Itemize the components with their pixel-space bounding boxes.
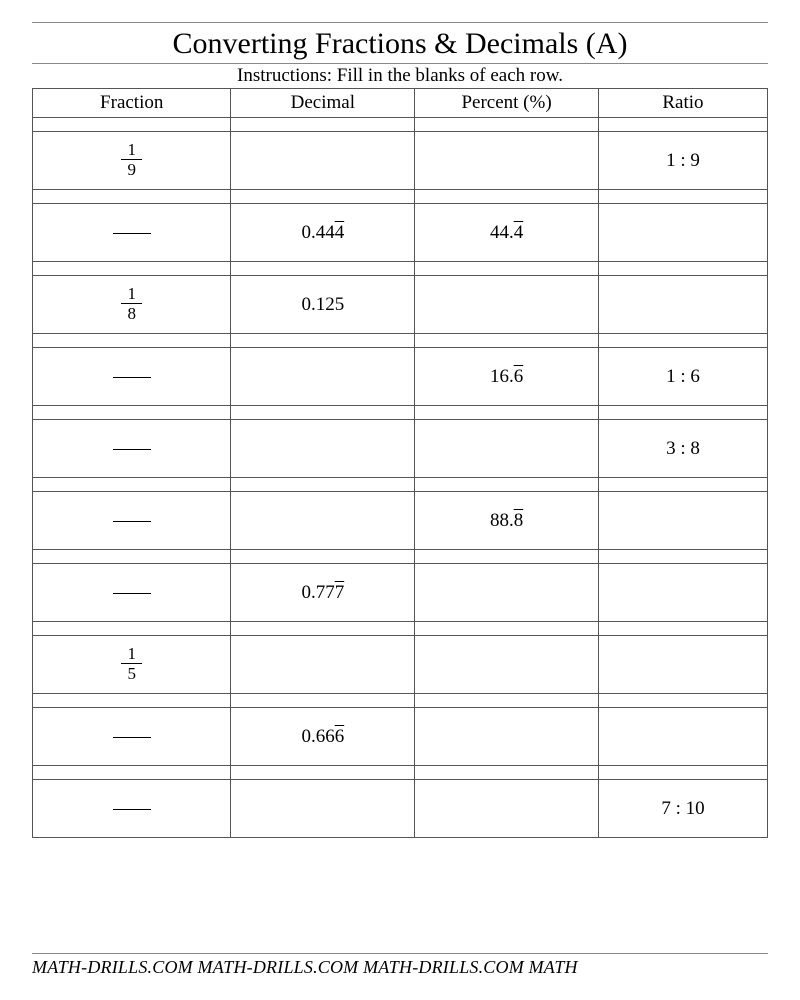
cell-percent [415,420,599,478]
cell-ratio [598,564,767,622]
top-rule [32,22,768,23]
cell-fraction [33,348,231,406]
repeating-decimal: 16.6 [490,366,523,387]
cell-ratio [598,708,767,766]
table-header-row: Fraction Decimal Percent (%) Ratio [33,89,768,118]
table-row: 3 : 8 [33,420,768,478]
cell-fraction [33,780,231,838]
col-header-decimal: Decimal [231,89,415,118]
cell-percent [415,708,599,766]
cell-decimal [231,492,415,550]
fraction-value: 15 [121,645,142,682]
repeating-decimal: 0.777 [301,582,344,603]
cell-fraction [33,420,231,478]
cell-percent [415,780,599,838]
fraction-blank [113,737,151,738]
spacer-row [33,478,768,492]
cell-ratio: 1 : 9 [598,132,767,190]
cell-decimal [231,636,415,694]
spacer-row [33,550,768,564]
worksheet-table: Fraction Decimal Percent (%) Ratio 19 1 :… [32,88,768,838]
cell-ratio [598,636,767,694]
cell-decimal [231,348,415,406]
cell-decimal: 0.444 [231,204,415,262]
table-row: 0.777 [33,564,768,622]
fraction-blank [113,377,151,378]
cell-decimal [231,132,415,190]
cell-fraction: 19 [33,132,231,190]
table-row: 15 [33,636,768,694]
fraction-blank [113,521,151,522]
cell-percent [415,276,599,334]
cell-percent: 16.6 [415,348,599,406]
cell-ratio [598,204,767,262]
cell-fraction [33,492,231,550]
fraction-blank [113,593,151,594]
cell-decimal: 0.666 [231,708,415,766]
col-header-percent: Percent (%) [415,89,599,118]
cell-fraction: 15 [33,636,231,694]
spacer-row [33,262,768,276]
spacer-row [33,406,768,420]
spacer-row [33,334,768,348]
cell-percent [415,564,599,622]
spacer-row [33,694,768,708]
cell-ratio [598,276,767,334]
fraction-blank [113,233,151,234]
cell-decimal [231,420,415,478]
table-row: 7 : 10 [33,780,768,838]
table-row: 16.6 1 : 6 [33,348,768,406]
cell-decimal [231,780,415,838]
cell-fraction [33,204,231,262]
cell-percent [415,636,599,694]
fraction-value: 19 [121,141,142,178]
cell-ratio [598,492,767,550]
cell-fraction [33,708,231,766]
spacer-row [33,118,768,132]
cell-percent [415,132,599,190]
col-header-ratio: Ratio [598,89,767,118]
cell-ratio: 1 : 6 [598,348,767,406]
instructions-text: Instructions: Fill in the blanks of each… [32,64,768,88]
cell-decimal: 0.125 [231,276,415,334]
table-row: 0.444 44.4 [33,204,768,262]
fraction-blank [113,449,151,450]
fraction-blank [113,809,151,810]
repeating-decimal: 0.444 [301,222,344,243]
cell-ratio: 7 : 10 [598,780,767,838]
cell-fraction [33,564,231,622]
repeating-decimal: 88.8 [490,510,523,531]
cell-percent: 44.4 [415,204,599,262]
col-header-fraction: Fraction [33,89,231,118]
repeating-decimal: 44.4 [490,222,523,243]
table-row: 19 1 : 9 [33,132,768,190]
repeating-decimal: 0.666 [301,726,344,747]
table-row: 18 0.125 [33,276,768,334]
spacer-row [33,766,768,780]
fraction-value: 18 [121,285,142,322]
footer-text: MATH-DRILLS.COM MATH-DRILLS.COM MATH-DRI… [32,953,768,978]
table-row: 88.8 [33,492,768,550]
cell-fraction: 18 [33,276,231,334]
spacer-row [33,622,768,636]
cell-ratio: 3 : 8 [598,420,767,478]
cell-percent: 88.8 [415,492,599,550]
page-footer: MATH-DRILLS.COM MATH-DRILLS.COM MATH-DRI… [0,953,800,978]
spacer-row [33,190,768,204]
cell-decimal: 0.777 [231,564,415,622]
table-row: 0.666 [33,708,768,766]
page-title: Converting Fractions & Decimals (A) [32,25,768,63]
